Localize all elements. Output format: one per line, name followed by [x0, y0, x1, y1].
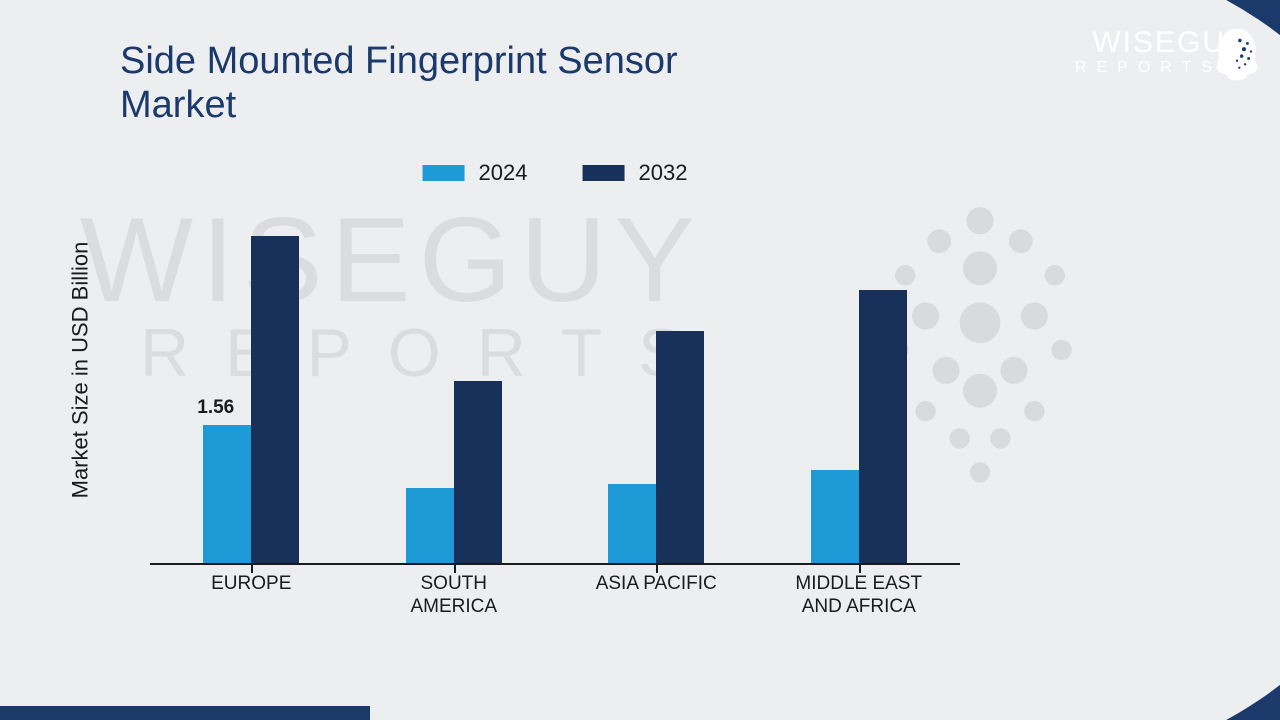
legend: 2024 2032 — [423, 160, 688, 186]
bar — [608, 484, 656, 565]
bar — [251, 236, 299, 565]
legend-item-2024: 2024 — [423, 160, 528, 186]
bar-group — [406, 381, 502, 565]
legend-label-2032: 2032 — [639, 160, 688, 186]
x-axis-label: ASIA PACIFIC — [586, 567, 726, 685]
bar-group — [811, 290, 907, 565]
infographic-canvas: WISEGUY REPORTS WISEGUY REPORTS Side Mou… — [0, 0, 1280, 720]
chart-title: Side Mounted Fingerprint Sensor Market — [120, 40, 760, 127]
brand-head-icon — [1208, 26, 1266, 84]
legend-swatch-2024 — [423, 165, 465, 181]
x-axis-labels: EUROPE SOUTH AMERICA ASIA PACIFIC MIDDLE EA… — [150, 567, 960, 685]
brand-subtitle: REPORTS — [1075, 60, 1222, 76]
bar-group: 1.56 — [203, 236, 299, 565]
plot-area: 2024 2032 1.56 — [150, 165, 960, 565]
bar — [859, 290, 907, 565]
bar — [203, 425, 251, 565]
legend-swatch-2032 — [583, 165, 625, 181]
value-label: 1.56 — [197, 397, 234, 419]
bar-group — [608, 331, 704, 565]
y-axis-label: Market Size in USD Billion — [60, 165, 100, 575]
bar — [656, 331, 704, 565]
x-axis-label: SOUTH AMERICA — [384, 567, 524, 685]
x-axis-label: MIDDLE EAST AND AFRICA — [789, 567, 929, 685]
legend-label-2024: 2024 — [479, 160, 528, 186]
bottom-strip — [0, 706, 370, 720]
chart-area: Market Size in USD Billion 2024 2032 1.5… — [60, 165, 960, 685]
bar — [454, 381, 502, 565]
bar-groups: 1.56 — [150, 205, 960, 565]
right-panel — [965, 0, 1280, 720]
x-axis-line — [150, 563, 960, 565]
legend-item-2032: 2032 — [583, 160, 688, 186]
x-axis-label: EUROPE — [181, 567, 321, 685]
bar — [406, 488, 454, 565]
bar — [811, 470, 859, 565]
